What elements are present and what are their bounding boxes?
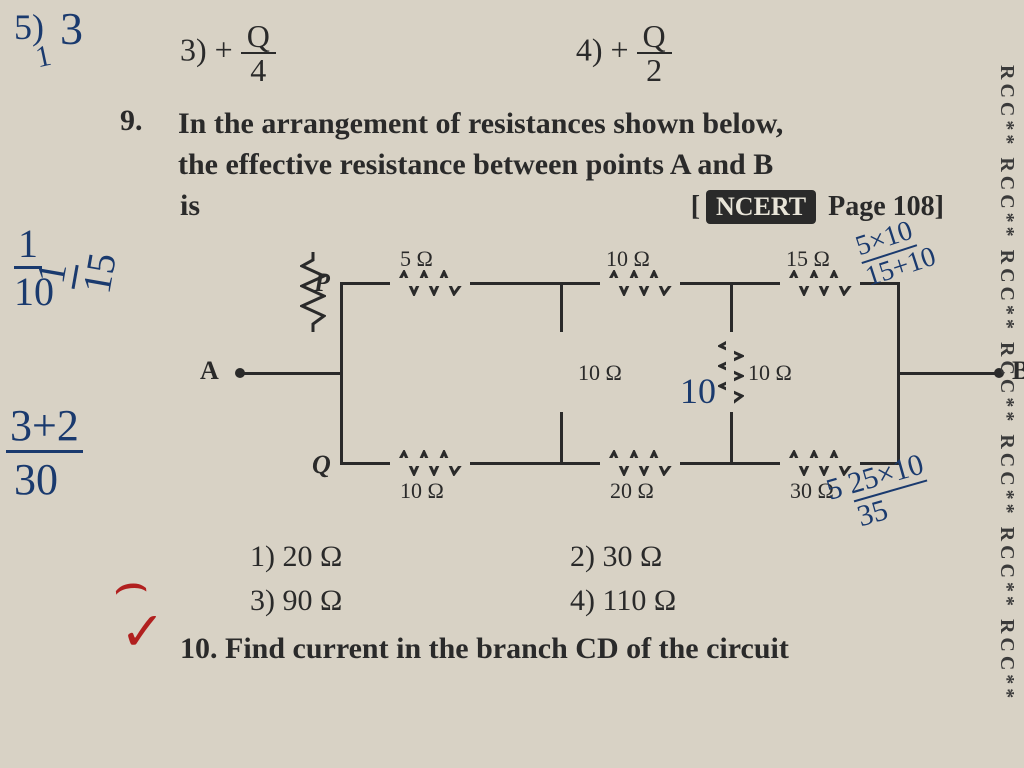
page-ref: Page 108] [828, 191, 944, 223]
option-3-denominator: 4 [244, 54, 272, 86]
node-P: P [314, 268, 330, 298]
answer-1: 1) 20 Ω [250, 540, 530, 574]
terminal-A: A [200, 356, 219, 386]
node-Q: Q [312, 450, 331, 480]
option-3: 3) + Q 4 [180, 20, 276, 86]
label-top-1: 5 Ω [400, 246, 433, 272]
option-4-label: 4) [576, 31, 603, 67]
option-4-numerator: Q [637, 20, 672, 54]
option-3-prefix: + [215, 31, 233, 67]
option-3-fraction: Q 4 [241, 20, 276, 86]
q9-text: In the arrangement of resistances shown … [178, 104, 964, 185]
side-watermark: RCC** RCC** RCC** RCC** RCC** RCC** RCC*… [978, 0, 1018, 768]
q9-line1: In the arrangement of resistances shown … [178, 107, 783, 140]
handwriting-3: 3 [60, 2, 83, 55]
q9-is: is [180, 189, 200, 223]
question-10: 10. Find current in the branch CD of the… [180, 632, 964, 666]
answer-3: 3) 90 Ω [250, 584, 530, 618]
label-top-2: 10 Ω [606, 246, 650, 272]
option-3-label: 3) [180, 31, 207, 67]
label-bot-2: 20 Ω [610, 478, 654, 504]
q9-number: 9. [120, 104, 160, 185]
answer-options: 1) 20 Ω 2) 30 Ω 3) 90 Ω 4) 110 Ω [250, 540, 850, 618]
option-4-denominator: 2 [640, 54, 668, 86]
option-4-fraction: Q 2 [637, 20, 672, 86]
previous-options-row: 3) + Q 4 4) + Q 2 [180, 20, 964, 86]
red-bracket-icon: ⌢ [109, 550, 152, 618]
answer-4: 4) 110 Ω [570, 584, 850, 618]
answer-2: 2) 30 Ω [570, 540, 850, 574]
option-3-numerator: Q [241, 20, 276, 54]
q9-line2: the effective resistance between points … [178, 148, 773, 181]
option-4-prefix: + [610, 31, 628, 67]
label-top-3: 15 Ω [786, 246, 830, 272]
label-bot-1: 10 Ω [400, 478, 444, 504]
hw-mid-10: 10 [680, 370, 716, 412]
label-mid-1: 10 Ω [578, 360, 622, 386]
label-mid-2: 10 Ω [748, 360, 792, 386]
q10-text: Find current in the branch CD of the cir… [225, 632, 789, 665]
hw-32: 3+2 [6, 400, 83, 451]
option-4: 4) + Q 2 [576, 20, 672, 86]
ncert-badge: NCERT [706, 190, 816, 224]
question-9: 9. In the arrangement of resistances sho… [120, 104, 964, 185]
hw-30: 30 [14, 454, 58, 505]
q10-number: 10. [180, 632, 218, 665]
